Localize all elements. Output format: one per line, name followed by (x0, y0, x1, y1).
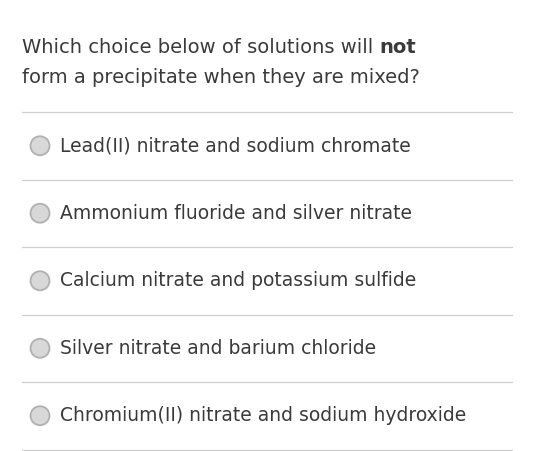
Text: form a precipitate when they are mixed?: form a precipitate when they are mixed? (22, 68, 420, 87)
Text: Calcium nitrate and potassium sulfide: Calcium nitrate and potassium sulfide (59, 271, 416, 290)
Text: Lead(II) nitrate and sodium chromate: Lead(II) nitrate and sodium chromate (59, 136, 410, 155)
Circle shape (30, 204, 50, 223)
Text: Ammonium fluoride and silver nitrate: Ammonium fluoride and silver nitrate (59, 204, 412, 223)
Text: Which choice below of solutions will: Which choice below of solutions will (22, 38, 380, 57)
Circle shape (30, 136, 50, 155)
Text: Chromium(II) nitrate and sodium hydroxide: Chromium(II) nitrate and sodium hydroxid… (59, 406, 466, 425)
Text: Silver nitrate and barium chloride: Silver nitrate and barium chloride (59, 339, 375, 358)
Text: not: not (380, 38, 416, 57)
Circle shape (30, 406, 50, 425)
Circle shape (30, 339, 50, 358)
Circle shape (30, 271, 50, 290)
